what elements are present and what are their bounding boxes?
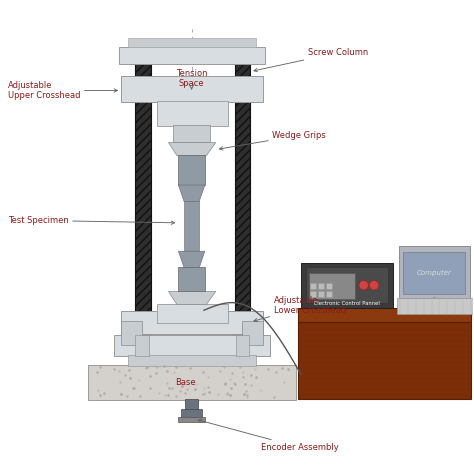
Bar bbox=[119, 46, 265, 64]
Bar bbox=[185, 399, 198, 410]
Bar bbox=[399, 246, 470, 299]
Bar bbox=[128, 38, 256, 46]
Bar bbox=[173, 125, 210, 143]
Text: Computer: Computer bbox=[417, 270, 452, 276]
Bar bbox=[178, 267, 205, 292]
Circle shape bbox=[359, 281, 368, 290]
Bar bbox=[397, 299, 474, 314]
Text: Base: Base bbox=[175, 378, 195, 387]
Bar bbox=[184, 201, 199, 251]
Text: Electronic Control Pannel: Electronic Control Pannel bbox=[314, 301, 380, 306]
Bar bbox=[121, 311, 263, 334]
Text: Wedge Grips: Wedge Grips bbox=[219, 131, 326, 150]
Bar bbox=[299, 308, 471, 323]
Bar bbox=[299, 322, 471, 399]
Polygon shape bbox=[168, 292, 216, 305]
Bar bbox=[136, 335, 149, 356]
Text: Test Specimen: Test Specimen bbox=[8, 216, 174, 225]
Bar bbox=[178, 417, 205, 422]
Polygon shape bbox=[178, 251, 205, 268]
Bar bbox=[121, 321, 143, 345]
Text: Adjustable
Upper Crosshead: Adjustable Upper Crosshead bbox=[8, 81, 118, 100]
Polygon shape bbox=[178, 185, 205, 201]
Bar bbox=[306, 267, 388, 303]
Bar bbox=[310, 292, 317, 298]
Text: Encoder Assembly: Encoder Assembly bbox=[198, 419, 338, 452]
Text: Adjustable
Lower Crosshead: Adjustable Lower Crosshead bbox=[254, 296, 346, 322]
Text: Tension
Space: Tension Space bbox=[176, 69, 208, 88]
Bar bbox=[425, 303, 444, 307]
Bar bbox=[309, 273, 355, 300]
Polygon shape bbox=[168, 143, 216, 156]
Bar bbox=[310, 283, 317, 290]
Bar bbox=[326, 292, 332, 298]
Bar bbox=[318, 283, 324, 290]
Bar bbox=[242, 321, 263, 345]
Bar bbox=[156, 304, 228, 323]
Bar bbox=[121, 76, 263, 102]
Bar bbox=[236, 335, 249, 356]
Bar bbox=[301, 263, 393, 308]
Bar bbox=[403, 252, 465, 294]
Bar bbox=[128, 355, 256, 365]
Bar bbox=[156, 101, 228, 126]
Bar bbox=[88, 365, 296, 400]
Bar bbox=[136, 48, 151, 346]
Bar bbox=[318, 292, 324, 298]
Bar bbox=[326, 283, 332, 290]
Bar bbox=[114, 335, 270, 356]
Text: Screw Column: Screw Column bbox=[254, 48, 368, 72]
Bar bbox=[235, 48, 250, 346]
Circle shape bbox=[369, 281, 379, 290]
Bar bbox=[181, 409, 202, 418]
Bar bbox=[178, 155, 205, 185]
